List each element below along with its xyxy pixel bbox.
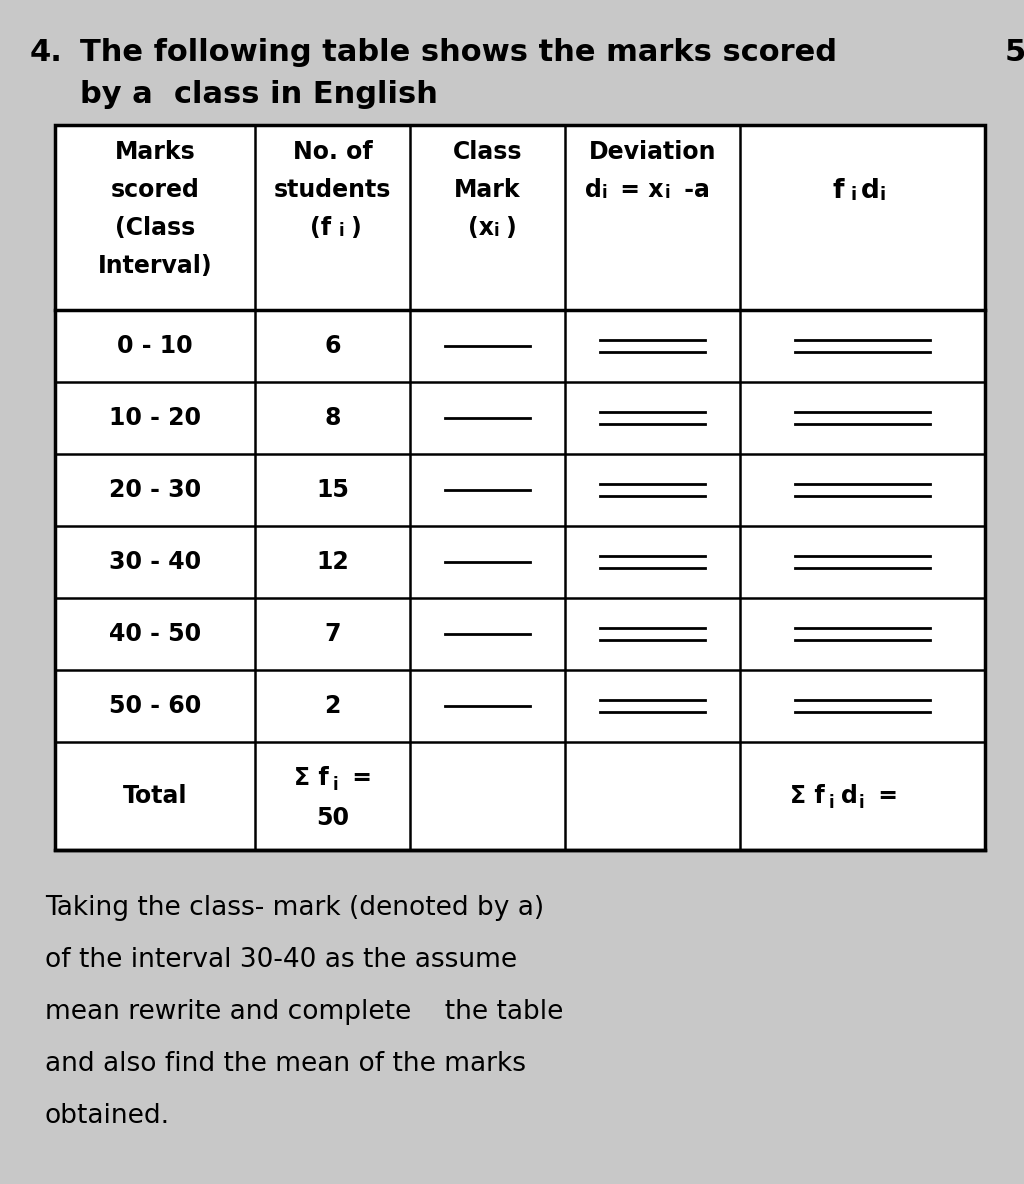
Text: Marks: Marks [115,140,196,165]
Text: f: f [833,178,844,204]
Text: -a: -a [677,178,711,202]
Text: d: d [860,178,880,204]
Text: obtained.: obtained. [45,1103,170,1130]
Text: =: = [870,784,898,807]
Text: mean rewrite and complete    the table: mean rewrite and complete the table [45,999,563,1025]
Text: d: d [841,784,857,807]
Text: 50: 50 [316,806,349,830]
Text: Mark: Mark [455,178,521,202]
Text: Total: Total [123,784,187,807]
Text: 0 - 10: 0 - 10 [117,334,193,358]
Text: i: i [494,223,499,240]
Text: i: i [333,776,338,794]
Text: i: i [880,186,886,204]
Text: Taking the class- mark (denoted by a): Taking the class- mark (denoted by a) [45,895,544,921]
Text: 2: 2 [325,694,341,718]
Text: i: i [601,184,607,202]
Text: Deviation: Deviation [589,140,716,165]
Text: 5.: 5. [1005,38,1024,67]
Text: scored: scored [111,178,200,202]
Text: (Class: (Class [115,215,196,240]
Text: (f: (f [310,215,332,240]
Text: 6: 6 [325,334,341,358]
Text: No. of: No. of [293,140,373,165]
Text: 40 - 50: 40 - 50 [109,622,201,646]
Text: Class: Class [453,140,522,165]
Text: (x: (x [468,215,494,240]
Text: 4.: 4. [30,38,62,67]
Text: d: d [585,178,601,202]
Text: = x: = x [612,178,664,202]
Text: i: i [828,794,835,812]
Text: 8: 8 [325,406,341,430]
Text: 12: 12 [316,551,349,574]
Text: 10 - 20: 10 - 20 [109,406,201,430]
Text: 7: 7 [325,622,341,646]
Text: 50 - 60: 50 - 60 [109,694,201,718]
Text: 20 - 30: 20 - 30 [109,478,201,502]
Bar [55,126,985,850]
Text: students: students [273,178,391,202]
Text: ): ) [506,215,516,240]
Text: Σ f: Σ f [295,766,330,790]
Text: i: i [339,223,344,240]
Text: i: i [851,186,857,204]
Text: The following table shows the marks scored: The following table shows the marks scor… [80,38,837,67]
Text: i: i [858,794,864,812]
Text: Interval): Interval) [97,255,212,278]
Text: Σ f: Σ f [791,784,825,807]
Text: 15: 15 [316,478,349,502]
Text: by a  class in English: by a class in English [80,81,438,109]
Text: =: = [344,766,373,790]
Text: and also find the mean of the marks: and also find the mean of the marks [45,1051,526,1077]
Text: of the interval 30-40 as the assume: of the interval 30-40 as the assume [45,947,517,973]
Text: ): ) [350,215,361,240]
Text: 30 - 40: 30 - 40 [109,551,201,574]
Text: i: i [665,184,670,202]
